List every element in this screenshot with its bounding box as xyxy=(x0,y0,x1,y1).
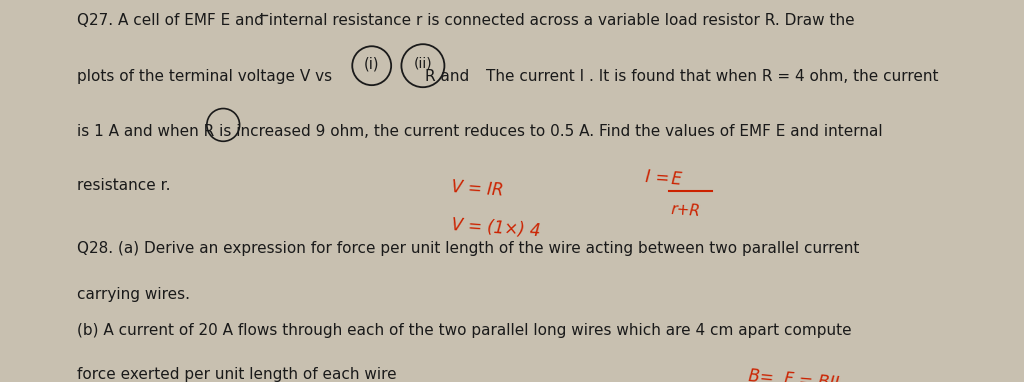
Text: Q28. (a) Derive an expression for force per unit length of the wire acting betwe: Q28. (a) Derive an expression for force … xyxy=(77,241,859,256)
Text: I =: I = xyxy=(645,168,671,188)
Text: The current I . It is found that when R = 4 ohm, the current: The current I . It is found that when R … xyxy=(486,69,939,84)
Text: Q27. A cell of EMF E and internal resistance r is connected across a variable lo: Q27. A cell of EMF E and internal resist… xyxy=(77,13,854,28)
Text: V = (1×) 4: V = (1×) 4 xyxy=(451,216,541,240)
Text: force exerted per unit length of each wire: force exerted per unit length of each wi… xyxy=(77,367,396,382)
Text: r+R: r+R xyxy=(671,202,701,220)
Text: carrying wires.: carrying wires. xyxy=(77,286,189,301)
Text: (ii): (ii) xyxy=(414,57,432,71)
Text: R and: R and xyxy=(425,69,469,84)
Text: resistance r.: resistance r. xyxy=(77,178,170,193)
Text: B=  F = BIL: B= F = BIL xyxy=(748,367,844,382)
Text: is 1 A and when R is increased 9 ohm, the current reduces to 0.5 A. Find the val: is 1 A and when R is increased 9 ohm, th… xyxy=(77,124,883,139)
Text: V = IR: V = IR xyxy=(451,178,504,199)
Text: (b) A current of 20 A flows through each of the two parallel long wires which ar: (b) A current of 20 A flows through each… xyxy=(77,323,851,338)
Text: E: E xyxy=(671,170,682,189)
Text: plots of the terminal voltage V vs: plots of the terminal voltage V vs xyxy=(77,69,332,84)
Text: (i): (i) xyxy=(364,56,380,71)
